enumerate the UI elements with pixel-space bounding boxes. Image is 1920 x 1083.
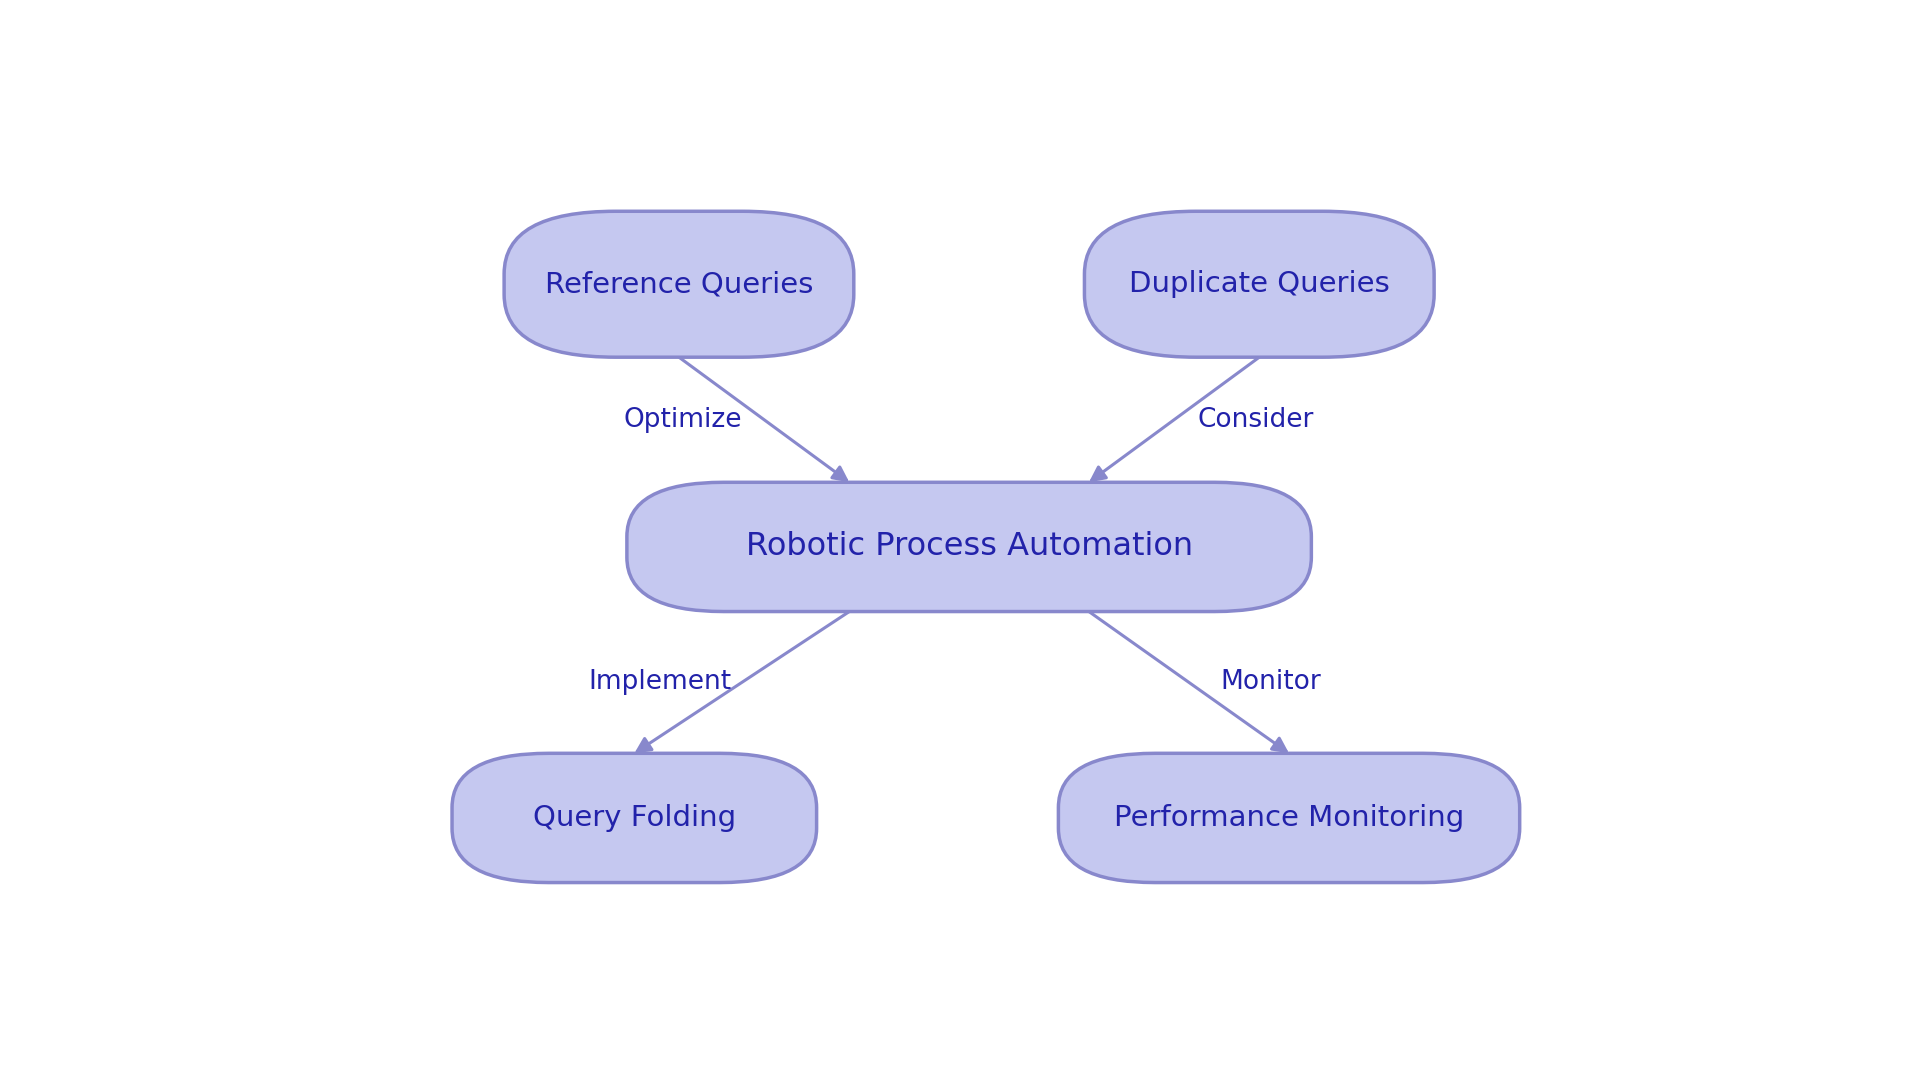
Text: Performance Monitoring: Performance Monitoring — [1114, 804, 1465, 832]
Text: Optimize: Optimize — [624, 407, 741, 433]
FancyBboxPatch shape — [1058, 754, 1519, 883]
Text: Monitor: Monitor — [1221, 669, 1321, 695]
FancyBboxPatch shape — [505, 211, 854, 357]
FancyBboxPatch shape — [451, 754, 816, 883]
Text: Implement: Implement — [588, 669, 732, 695]
Text: Duplicate Queries: Duplicate Queries — [1129, 271, 1390, 298]
Text: Consider: Consider — [1198, 407, 1313, 433]
Text: Robotic Process Automation: Robotic Process Automation — [745, 532, 1192, 562]
Text: Query Folding: Query Folding — [532, 804, 735, 832]
FancyBboxPatch shape — [1085, 211, 1434, 357]
FancyBboxPatch shape — [626, 482, 1311, 612]
Text: Reference Queries: Reference Queries — [545, 271, 814, 298]
